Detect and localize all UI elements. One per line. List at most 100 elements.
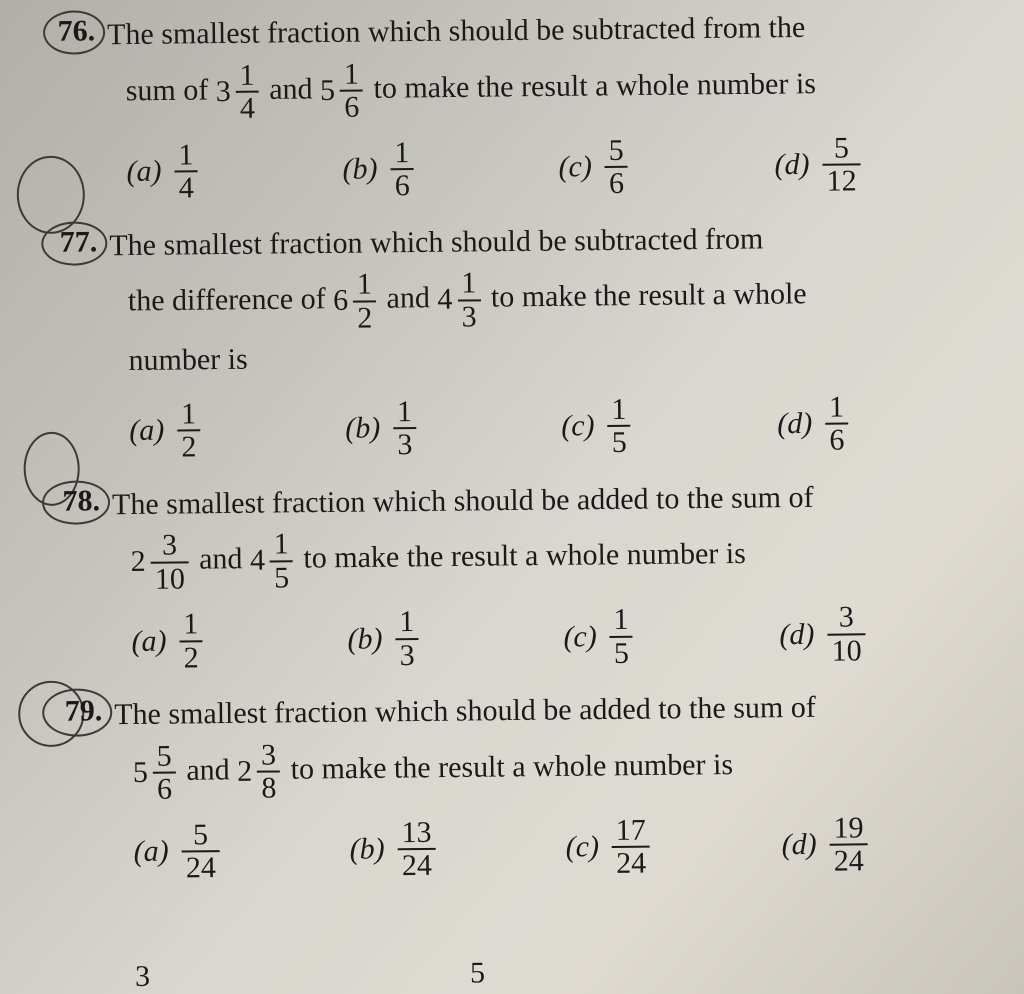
denominator: 24 (398, 850, 436, 882)
cropped-next-line: 3 5 (5, 951, 1024, 994)
option-d: (d) 512 (774, 130, 991, 197)
option-c: (c)15 (561, 392, 778, 459)
numerator: 13 (397, 816, 435, 848)
numerator: 1 (395, 606, 418, 638)
fraction: 512 (822, 132, 861, 197)
q79-stem-line2: 5 56 and 2 38 to make the result a whole… (33, 731, 998, 806)
option-b: (b)13 (345, 394, 562, 461)
whole: 2 (237, 748, 252, 795)
numerator: 1 (177, 398, 200, 430)
option-c: (c)1724 (565, 813, 782, 880)
whole: 3 (216, 69, 231, 116)
fraction: 1 4 (235, 59, 259, 124)
fraction: 12 (353, 268, 377, 333)
whole: 5 (320, 68, 335, 115)
q78-stem-line1: The smallest fraction which should be ad… (112, 472, 994, 528)
option-label: (d) (781, 828, 816, 862)
q79-number: 79. (65, 694, 103, 727)
text: and (199, 542, 250, 576)
denominator: 12 (823, 165, 861, 197)
option-label: (a) (131, 624, 166, 658)
option-label: (a) (134, 835, 169, 869)
q76-number-wrap: 76. (25, 12, 95, 49)
q77-stem-line3: number is (28, 329, 992, 386)
fraction: 1 6 (340, 58, 364, 123)
fraction: 310 (827, 601, 866, 666)
fraction: 524 (181, 819, 220, 884)
numerator: 5 (830, 132, 853, 164)
fraction: 56 (153, 740, 177, 805)
numerator: 5 (153, 740, 176, 772)
q76-stem-line2: sum of 3 1 4 and 5 1 6 to make the resul… (25, 51, 990, 126)
question-78: 78. The smallest fraction which should b… (30, 472, 996, 675)
crop-num-left: 3 (135, 960, 150, 994)
text: to make the result a whole (491, 277, 807, 313)
numerator: 19 (829, 812, 867, 844)
option-d: (d) 1924 (781, 810, 998, 877)
option-label: (b) (342, 152, 377, 186)
question-77: 77. The smallest fraction which should b… (27, 213, 993, 464)
denominator: 4 (175, 172, 198, 204)
mixed-number: 2 310 (130, 529, 192, 595)
whole: 2 (130, 539, 145, 586)
option-c: (c) 56 (558, 133, 775, 200)
text: to make the result a whole number is (303, 537, 746, 575)
q78-stem-line2: 2 310 and 4 15 to make the result a whol… (30, 521, 995, 596)
numerator: 1 (340, 58, 363, 90)
numerator: 1 (457, 267, 480, 299)
numerator: 1 (393, 396, 416, 428)
option-d: (d)310 (779, 600, 996, 667)
option-a: (a) 12 (131, 607, 348, 674)
denominator: 6 (153, 774, 176, 806)
mixed-number: 5 1 6 (320, 58, 367, 123)
option-label: (b) (350, 832, 385, 866)
denominator: 10 (151, 563, 189, 595)
fraction: 13 (457, 267, 481, 332)
q76-number: 76. (57, 14, 95, 47)
q78-number: 78. (62, 484, 100, 517)
numerator: 5 (189, 819, 212, 851)
numerator: 1 (390, 137, 413, 169)
q79-stem-line1: The smallest fraction which should be ad… (114, 683, 996, 739)
text: and (269, 72, 320, 106)
text: and (386, 281, 437, 315)
question-79: 79. The smallest fraction which should b… (32, 683, 998, 886)
denominator: 6 (605, 168, 628, 200)
numerator: 1 (609, 604, 632, 636)
fraction: 14 (174, 139, 198, 204)
fraction: 12 (179, 608, 203, 673)
option-label: (a) (126, 155, 161, 189)
denominator: 6 (340, 92, 363, 124)
q77-number-wrap: 77. (27, 223, 97, 260)
denominator: 24 (830, 845, 868, 877)
denominator: 24 (612, 848, 650, 880)
whole: 6 (333, 278, 348, 325)
text: to make the result a whole number is (290, 748, 733, 786)
option-a: (a) 14 (126, 137, 343, 204)
mixed-number: 2 38 (237, 739, 284, 804)
whole: 4 (437, 277, 452, 324)
q76-stem-line1: The smallest fraction which should be su… (107, 3, 989, 59)
option-d: (d)16 (777, 389, 994, 456)
q77-options: (a)12 (b)13 (c)15 (d)16 (29, 389, 994, 464)
numerator: 1 (235, 59, 258, 91)
option-label: (c) (558, 150, 592, 184)
worksheet-page: 76. The smallest fraction which should b… (0, 0, 1024, 994)
denominator: 2 (353, 302, 376, 334)
denominator: 3 (457, 301, 480, 333)
fraction: 310 (150, 529, 189, 594)
denominator: 5 (610, 637, 633, 669)
option-b: (b)13 (347, 604, 564, 671)
fraction: 38 (257, 739, 281, 804)
numerator: 1 (174, 139, 197, 171)
q79-options: (a)524 (b)1324 (c)1724 (d)1924 (33, 810, 998, 885)
numerator: 1 (270, 528, 293, 560)
denominator: 3 (393, 429, 416, 461)
denominator: 24 (182, 852, 220, 884)
denominator: 4 (236, 93, 259, 125)
fraction: 16 (390, 137, 414, 202)
option-label: (d) (774, 148, 809, 182)
option-label: (c) (563, 620, 597, 654)
fraction: 15 (607, 393, 631, 458)
q77-number: 77. (60, 225, 98, 258)
